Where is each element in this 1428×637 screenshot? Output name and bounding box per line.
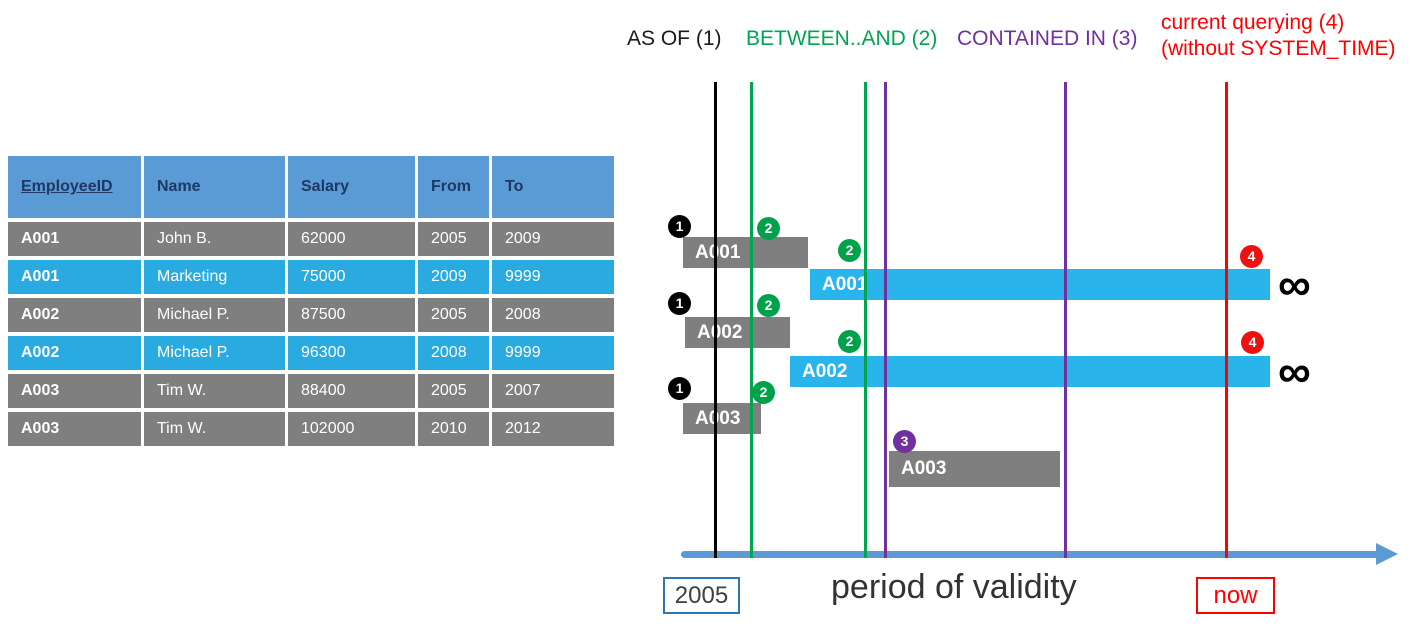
cell-employee-id: A003 — [8, 374, 141, 408]
bar-a003-history-2: A003 — [889, 451, 1060, 487]
bar-a002-current: A002 — [790, 356, 1270, 387]
cell-name: Tim W. — [144, 412, 285, 446]
now-line — [1225, 82, 1228, 558]
cell-salary: 75000 — [288, 260, 415, 294]
as-of-line — [714, 82, 717, 558]
bar-label: A003 — [695, 408, 741, 429]
bar-a003-history-1: A003 — [683, 403, 761, 434]
cell-from: 2005 — [418, 298, 489, 332]
cell-salary: 96300 — [288, 336, 415, 370]
table-row: A003 Tim W. 102000 2010 2012 — [8, 412, 614, 446]
bar-label: A001 — [695, 242, 741, 263]
badge-current-icon: 4 — [1240, 245, 1263, 268]
infinity-icon: ∞ — [1278, 345, 1311, 397]
header-from: From — [418, 156, 489, 218]
cell-to: 2012 — [492, 412, 614, 446]
time-axis-arrow-icon — [1376, 543, 1398, 565]
table-row: A002 Michael P. 96300 2008 9999 — [8, 336, 614, 370]
start-year-box: 2005 — [663, 577, 740, 614]
badge-current-icon: 4 — [1241, 331, 1264, 354]
header-to: To — [492, 156, 614, 218]
cell-to: 9999 — [492, 260, 614, 294]
table-row: A001 John B. 62000 2005 2009 — [8, 222, 614, 256]
bar-label: A002 — [802, 361, 848, 382]
cell-name: Tim W. — [144, 374, 285, 408]
now-box: now — [1196, 577, 1275, 614]
employee-history-table: EmployeeID Name Salary From To A001 John… — [5, 152, 617, 450]
cell-name: Michael P. — [144, 336, 285, 370]
cell-salary: 62000 — [288, 222, 415, 256]
contained-start-line — [884, 82, 887, 558]
cell-employee-id: A002 — [8, 298, 141, 332]
cell-from: 2005 — [418, 222, 489, 256]
header-employeeid: EmployeeID — [8, 156, 141, 218]
badge-between-icon: 2 — [752, 381, 775, 404]
legend-between-and: BETWEEN..AND (2) — [746, 27, 938, 50]
cell-employee-id: A003 — [8, 412, 141, 446]
cell-salary: 87500 — [288, 298, 415, 332]
cell-name: Marketing — [144, 260, 285, 294]
cell-employee-id: A001 — [8, 222, 141, 256]
cell-employee-id: A002 — [8, 336, 141, 370]
time-axis — [681, 551, 1379, 558]
cell-to: 2008 — [492, 298, 614, 332]
cell-salary: 102000 — [288, 412, 415, 446]
cell-salary: 88400 — [288, 374, 415, 408]
legend-current-querying: current querying (4) (without SYSTEM_TIM… — [1161, 10, 1396, 62]
bar-label: A001 — [822, 274, 868, 295]
axis-title: period of validity — [831, 568, 1077, 606]
cell-name: Michael P. — [144, 298, 285, 332]
infinity-icon: ∞ — [1278, 258, 1311, 310]
header-salary: Salary — [288, 156, 415, 218]
legend-as-of: AS OF (1) — [627, 27, 722, 50]
badge-as-of-icon: 1 — [668, 292, 691, 315]
badge-as-of-icon: 1 — [668, 377, 691, 400]
table-row: A002 Michael P. 87500 2005 2008 — [8, 298, 614, 332]
badge-as-of-icon: 1 — [668, 215, 691, 238]
table-header-row: EmployeeID Name Salary From To — [8, 156, 614, 218]
badge-between-icon: 2 — [757, 294, 780, 317]
cell-to: 2009 — [492, 222, 614, 256]
cell-from: 2009 — [418, 260, 489, 294]
cell-from: 2008 — [418, 336, 489, 370]
contained-end-line — [1064, 82, 1067, 558]
bar-a001-current: A001 — [810, 269, 1270, 300]
cell-to: 9999 — [492, 336, 614, 370]
table-body: A001 John B. 62000 2005 2009 A001 Market… — [8, 222, 614, 446]
table-row: A001 Marketing 75000 2009 9999 — [8, 260, 614, 294]
bar-label: A002 — [697, 322, 743, 343]
table-header: EmployeeID Name Salary From To — [8, 156, 614, 218]
legend-current-querying-line2: (without SYSTEM_TIME) — [1161, 37, 1396, 60]
cell-from: 2010 — [418, 412, 489, 446]
bar-a002-history: A002 — [685, 317, 790, 348]
badge-between-icon: 2 — [838, 239, 861, 262]
bar-a001-history: A001 — [683, 237, 808, 268]
badge-between-icon: 2 — [757, 217, 780, 240]
between-start-line — [750, 82, 753, 558]
cell-name: John B. — [144, 222, 285, 256]
cell-to: 2007 — [492, 374, 614, 408]
badge-contained-icon: 3 — [893, 430, 916, 453]
badge-between-icon: 2 — [838, 330, 861, 353]
bar-label: A003 — [901, 458, 947, 479]
cell-from: 2005 — [418, 374, 489, 408]
table-row: A003 Tim W. 88400 2005 2007 — [8, 374, 614, 408]
header-name: Name — [144, 156, 285, 218]
legend-contained-in: CONTAINED IN (3) — [957, 27, 1138, 50]
legend-current-querying-line1: current querying (4) — [1161, 11, 1345, 34]
cell-employee-id: A001 — [8, 260, 141, 294]
between-end-line — [864, 82, 867, 558]
